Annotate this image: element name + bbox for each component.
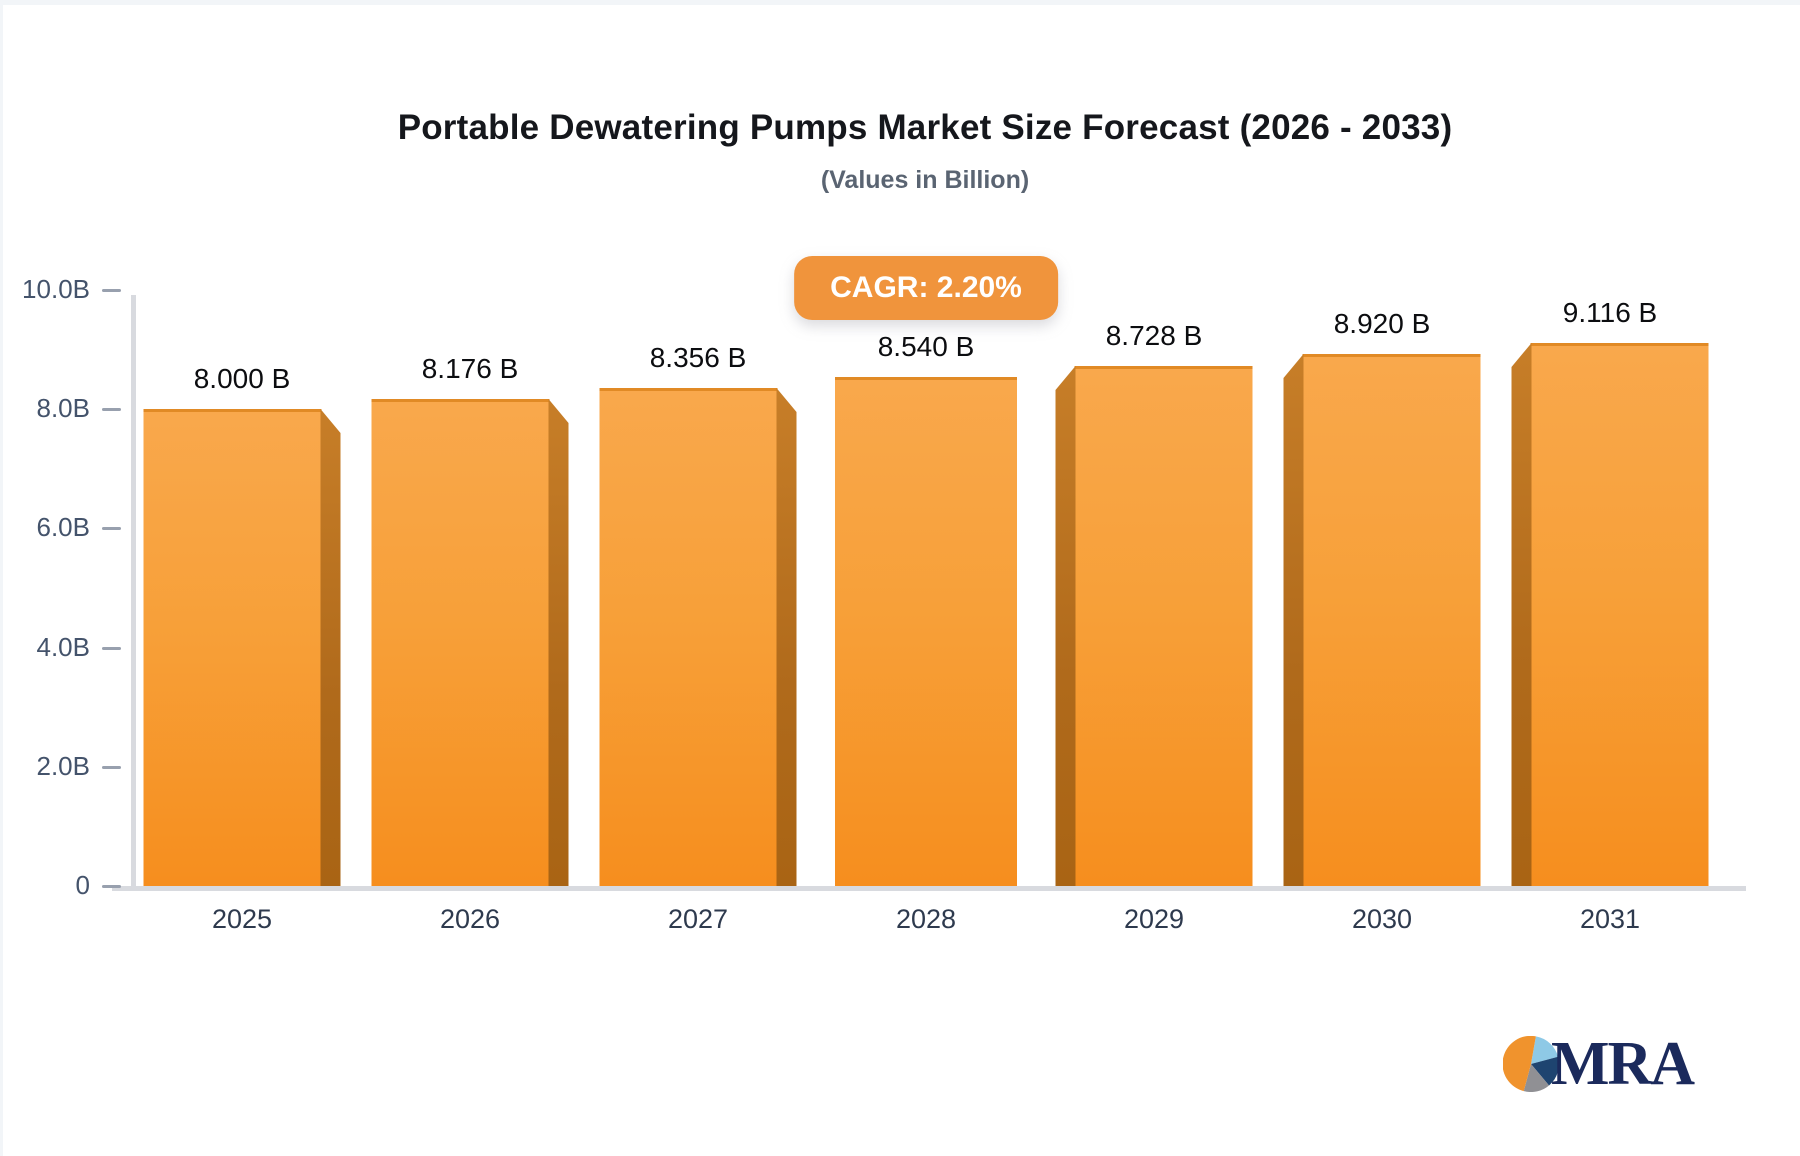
bar-front-face: [1302, 354, 1481, 886]
bar-side-face: [776, 388, 797, 886]
bar-front-face: [143, 409, 322, 886]
bar-value-label-2025: 8.000 B: [193, 363, 291, 394]
bar-front-face: [1530, 343, 1709, 886]
x-axis-label-2031: 2031: [1579, 904, 1641, 934]
bar-2030: [1283, 354, 1481, 886]
y-tick-mark: [102, 885, 121, 888]
bar-2026: [371, 399, 569, 886]
y-tick-label-0: 0: [75, 870, 90, 900]
y-tick-mark: [102, 527, 121, 531]
y-axis-line: [131, 295, 136, 887]
bar-2028: [835, 377, 1017, 886]
x-axis-label-2025: 2025: [211, 904, 273, 934]
bar-group-2030: 8.920 B 2030: [1268, 0, 1496, 934]
bar-side-face: [1511, 343, 1532, 886]
y-tick-mark: [102, 646, 121, 650]
bar-group-2026: 8.176 B 2026: [356, 0, 584, 934]
bar-2031: [1511, 343, 1709, 886]
pie-chart-logo-icon: [1503, 1036, 1559, 1092]
page-left-border: [0, 0, 3, 1156]
bar-2027: [599, 388, 797, 886]
bar-group-2027: 8.356 B 2027: [584, 0, 812, 934]
chart-title: Portable Dewatering Pumps Market Size Fo…: [397, 108, 1453, 147]
bar-front-face: [1074, 366, 1253, 886]
cagr-badge: CAGR: 2.20%: [794, 256, 1058, 320]
x-axis-label-2028: 2028: [895, 904, 957, 934]
bar-value-label-2026: 8.176 B: [421, 353, 519, 384]
bar-front-face: [835, 377, 1017, 886]
chart-header: Portable Dewatering Pumps Market Size Fo…: [0, 0, 1800, 195]
bar-side-face: [320, 409, 341, 886]
bar-side-face: [1055, 366, 1076, 886]
y-tick-label-8.0B: 8.0B: [36, 393, 91, 424]
bar-value-label-2029: 8.728 B: [1105, 320, 1203, 351]
page-top-border: [0, 0, 1800, 5]
bar-front-face: [371, 399, 550, 886]
chart-subtitle: (Values in Billion): [820, 166, 1030, 194]
bar-side-face: [548, 399, 569, 886]
x-axis-baseline: [112, 886, 1746, 891]
y-tick-label-10.0B: 10.0B: [22, 274, 90, 304]
bar-value-label-2028: 8.540 B: [877, 331, 975, 362]
bar-value-label-2031: 9.116 B: [1562, 297, 1658, 328]
bar-group-2029: 8.728 B 2029: [1040, 0, 1268, 934]
x-axis-label-2029: 2029: [1123, 904, 1185, 934]
bar-group-2028: 8.540 B 2028: [812, 0, 1040, 934]
bar-2029: [1055, 366, 1253, 886]
mra-logo: MRA: [1503, 1030, 1695, 1098]
bar-group-2031: 9.116 B 2031: [1496, 0, 1724, 934]
x-axis-label-2030: 2030: [1351, 904, 1413, 934]
bar-group-2025: 8.000 B 2025: [128, 0, 356, 934]
x-axis-label-2027: 2027: [667, 904, 729, 934]
y-tick-label-6.0B: 6.0B: [36, 512, 91, 543]
y-tick-label-2.0B: 2.0B: [36, 750, 91, 781]
logo-text: MRA: [1551, 1030, 1695, 1098]
bar-side-face: [1283, 354, 1304, 886]
x-axis-label-2026: 2026: [439, 904, 501, 934]
bar-2025: [143, 409, 341, 886]
y-tick-mark: [102, 408, 121, 412]
bar-front-face: [599, 388, 778, 886]
bar-value-label-2030: 8.920 B: [1333, 308, 1431, 339]
plot-area: 8.000 B 2025 8.176 B 2026 8.356 B 2027 8.540 B…: [128, 0, 1724, 934]
y-tick-mark: [102, 765, 121, 769]
bar-value-label-2027: 8.356 B: [649, 342, 747, 373]
y-tick-mark: [102, 289, 121, 292]
y-tick-label-4.0B: 4.0B: [36, 631, 91, 662]
